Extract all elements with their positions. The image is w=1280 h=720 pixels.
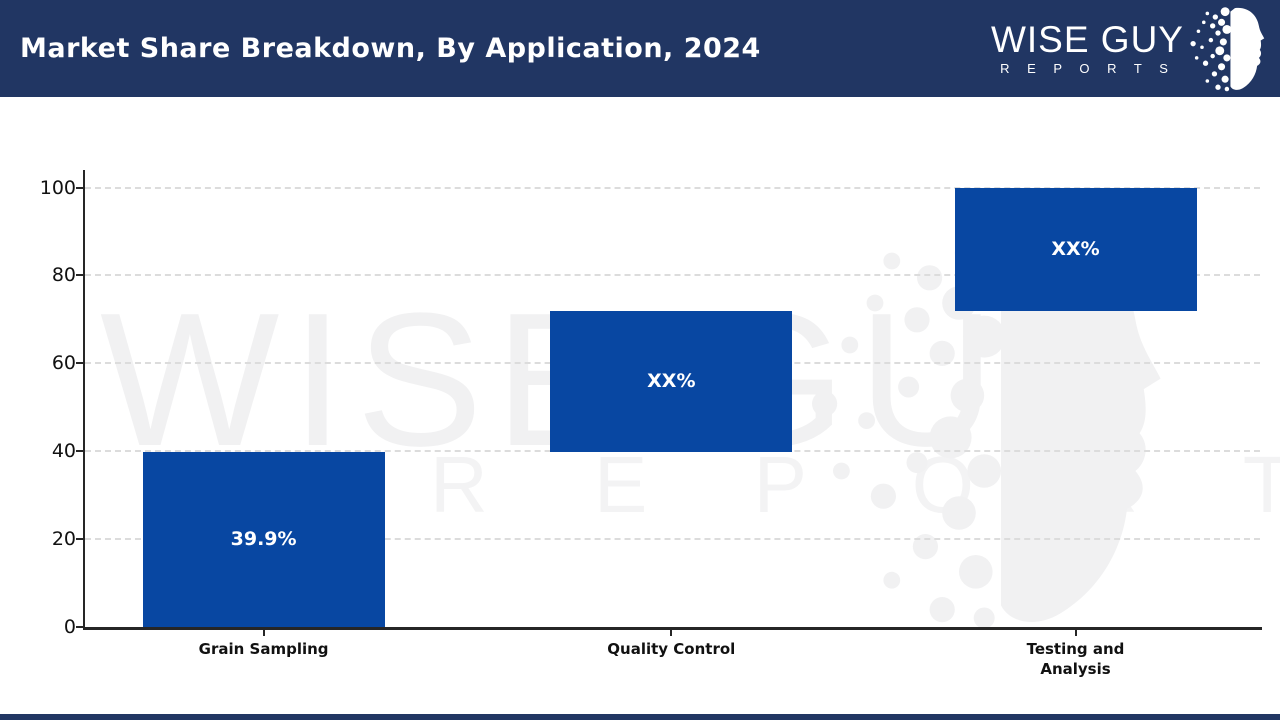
bar-value-label: XX% [647, 370, 696, 393]
bar-value-label: XX% [1051, 238, 1100, 261]
y-tick-label: 20 [51, 528, 76, 551]
x-tick-mark [670, 630, 673, 636]
logo-wordmark: WISE GUY [990, 19, 1184, 60]
y-tick-mark [76, 186, 84, 189]
y-tick-label: 100 [39, 176, 76, 199]
wise-guy-reports-logo: WISE GUY R E P O R T S [991, 0, 1266, 97]
bar-value-label: 39.9% [230, 528, 297, 551]
x-tick-mark [1074, 630, 1077, 636]
logo-subtitle: R E P O R T S [1000, 61, 1175, 76]
y-tick-label: 0 [63, 616, 76, 638]
header-bar: Market Share Breakdown, By Application, … [0, 0, 1280, 97]
y-tick-label: 60 [51, 352, 76, 375]
gridline-80 [85, 274, 1260, 277]
chart-area: WISE GUY R E P O R T S 02040608010039.9%… [0, 97, 1280, 720]
gridline-100 [85, 186, 1260, 189]
x-category-label: Grain Sampling [198, 640, 329, 658]
x-axis-line [83, 627, 1262, 630]
y-axis-line [83, 170, 85, 630]
y-tick-mark [76, 538, 84, 541]
gridline-20 [85, 538, 1260, 541]
y-tick-mark [76, 626, 84, 628]
page-title: Market Share Breakdown, By Application, … [20, 33, 761, 64]
y-tick-label: 80 [51, 264, 76, 287]
x-tick-mark [262, 630, 265, 636]
bar-0: 39.9% [142, 451, 385, 627]
y-tick-mark [76, 450, 84, 453]
bar-1: XX% [550, 310, 793, 452]
y-tick-label: 40 [51, 440, 76, 463]
x-category-label: Testing and Analysis [1026, 640, 1125, 679]
x-category-label: Quality Control [607, 640, 736, 658]
bar-2: XX% [954, 187, 1197, 311]
logo-text: WISE GUY R E P O R T S [991, 21, 1184, 76]
y-tick-mark [76, 362, 84, 365]
head-profile-icon [1190, 6, 1265, 91]
footer-bar [0, 714, 1280, 720]
y-tick-mark [76, 274, 84, 277]
